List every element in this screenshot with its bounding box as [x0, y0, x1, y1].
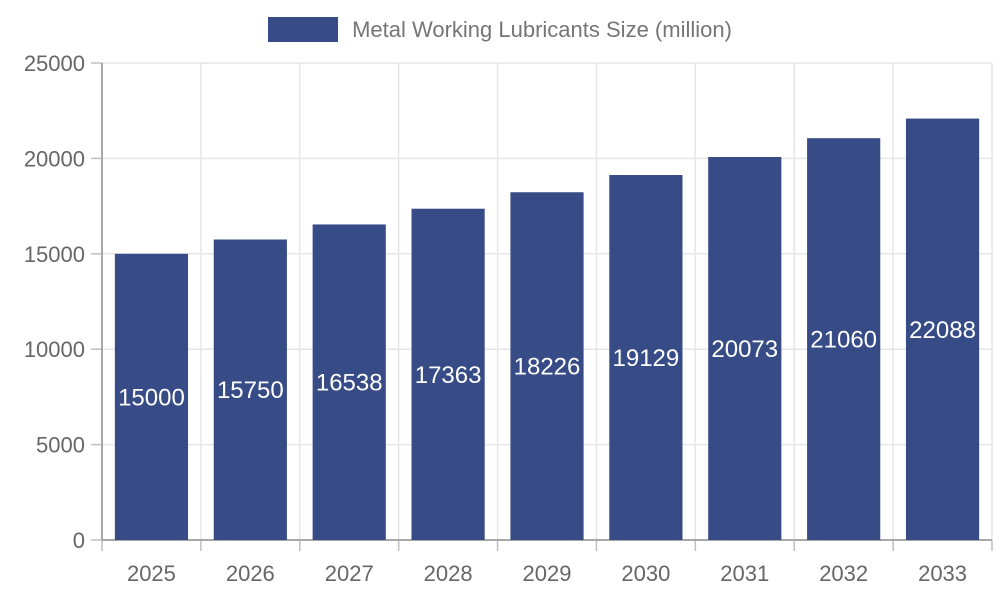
x-tick-label: 2031	[720, 561, 769, 586]
bar-value-label: 16538	[316, 370, 383, 397]
x-tick-label: 2025	[127, 561, 176, 586]
bar-2027[interactable]	[312, 224, 386, 540]
bar-2026[interactable]	[213, 239, 287, 541]
bar-2029[interactable]	[510, 192, 584, 540]
y-tick-label: 20000	[24, 146, 85, 171]
y-tick-label: 5000	[36, 433, 85, 458]
x-tick-label: 2028	[424, 561, 473, 586]
legend[interactable]: Metal Working Lubricants Size (million)	[0, 17, 1000, 42]
bar-2030[interactable]	[609, 175, 683, 540]
bar-value-label: 15000	[118, 384, 185, 411]
bar-2032[interactable]	[807, 138, 881, 540]
bar-value-label: 21060	[810, 327, 877, 354]
legend-swatch	[268, 17, 339, 42]
bar-value-label: 20073	[711, 336, 778, 363]
bar-2025[interactable]	[114, 253, 189, 541]
bar-2031[interactable]	[708, 157, 782, 541]
bar-value-label: 17363	[415, 362, 482, 389]
bar-value-label: 22088	[909, 317, 976, 344]
y-tick-label: 10000	[24, 337, 85, 362]
bar-2033[interactable]	[905, 118, 980, 540]
y-tick-label: 25000	[24, 51, 85, 76]
legend-label: Metal Working Lubricants Size (million)	[352, 17, 732, 42]
bar-value-label: 18226	[514, 354, 581, 381]
bar-2028[interactable]	[411, 208, 485, 540]
bar-value-label: 19129	[613, 345, 680, 372]
y-tick-label: 15000	[24, 242, 85, 267]
x-tick-label: 2029	[523, 561, 572, 586]
x-tick-label: 2032	[819, 561, 868, 586]
bar-value-label: 15750	[217, 377, 284, 404]
x-tick-label: 2026	[226, 561, 275, 586]
x-tick-label: 2033	[918, 561, 967, 586]
y-tick-label: 0	[73, 528, 85, 553]
x-tick-label: 2030	[621, 561, 670, 586]
x-tick-label: 2027	[325, 561, 374, 586]
